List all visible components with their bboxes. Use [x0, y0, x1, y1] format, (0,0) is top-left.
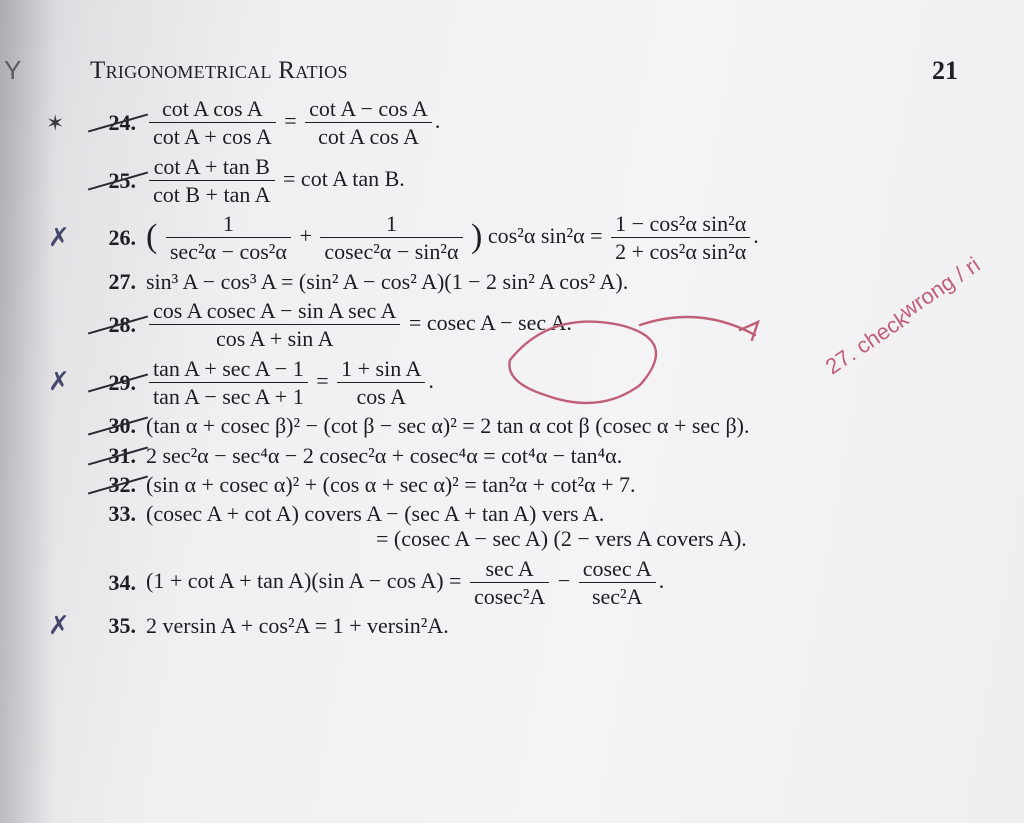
- numerator: tan A + sec A − 1: [149, 356, 308, 383]
- line-1: (cosec A + cot A) covers A − (sec A + ta…: [146, 501, 604, 526]
- problem-number: 28.: [90, 312, 146, 337]
- denominator: sec²A: [579, 583, 656, 609]
- margin-mark-x: ✗: [48, 368, 70, 398]
- equals: =: [316, 368, 328, 393]
- fraction: tan A + sec A − 1 tan A − sec A + 1: [149, 356, 308, 410]
- numerator: sec A: [470, 556, 549, 583]
- problem-equation: (sin α + cosec α)² + (cos α + sec α)² = …: [146, 472, 988, 497]
- margin-mark-star: ✶: [46, 110, 64, 135]
- denominator: 2 + cos²α sin²α: [611, 238, 750, 264]
- problem-number: 29.: [90, 370, 146, 395]
- problem-equation: tan A + sec A − 1 tan A − sec A + 1 = 1 …: [146, 356, 988, 410]
- numerator: 1 + sin A: [337, 356, 425, 383]
- problem-25: 25. cot A + tan B cot B + tan A = cot A …: [90, 154, 988, 208]
- fraction: cot A − cos A cot A cos A: [305, 96, 432, 150]
- problem-number: 30.: [90, 413, 146, 438]
- problem-34: 34. (1 + cot A + tan A)(sin A − cos A) =…: [90, 556, 988, 610]
- period: .: [435, 108, 441, 133]
- problem-33: 33. (cosec A + cot A) covers A − (sec A …: [90, 501, 988, 552]
- fraction: cosec A sec²A: [579, 556, 656, 610]
- problem-equation: (tan α + cosec β)² − (cot β − sec α)² = …: [146, 413, 988, 438]
- numerator: 1: [320, 211, 462, 238]
- problem-number: 35.: [90, 613, 146, 638]
- problem-number: 24.: [90, 110, 146, 135]
- denominator: tan A − sec A + 1: [149, 383, 308, 409]
- numerator: 1 − cos²α sin²α: [611, 211, 750, 238]
- problem-number: 31.: [90, 443, 146, 468]
- close-paren: ): [471, 218, 482, 255]
- problem-equation: sin³ A − cos³ A = (sin² A − cos² A)(1 − …: [146, 269, 988, 294]
- problem-30: 30. (tan α + cosec β)² − (cot β − sec α)…: [90, 413, 988, 438]
- lhs: (1 + cot A + tan A)(sin A − cos A) =: [146, 568, 467, 593]
- margin-mark-x: ✗: [48, 223, 70, 253]
- numerator: cot A cos A: [149, 96, 276, 123]
- period: .: [428, 368, 434, 393]
- problem-number: 25.: [90, 168, 146, 193]
- minus: −: [558, 568, 570, 593]
- problem-number: 33.: [90, 501, 146, 526]
- problem-31: 31. 2 sec²α − sec⁴α − 2 cosec²α + cosec⁴…: [90, 443, 988, 468]
- page-number: 21: [932, 56, 988, 86]
- plus: +: [299, 223, 311, 248]
- problem-number: 26.: [90, 225, 146, 250]
- numerator: cot A − cos A: [305, 96, 432, 123]
- fraction: 1 − cos²α sin²α 2 + cos²α sin²α: [611, 211, 750, 265]
- equals: =: [284, 108, 296, 133]
- fraction: cot A cos A cot A + cos A: [149, 96, 276, 150]
- fraction: cos A cosec A − sin A sec A cos A + sin …: [149, 298, 400, 352]
- period: .: [753, 223, 759, 248]
- denominator: cot A cos A: [305, 123, 432, 149]
- rhs: = cot A tan B.: [283, 165, 405, 190]
- problem-equation: 2 sec²α − sec⁴α − 2 cosec²α + cosec⁴α = …: [146, 443, 988, 468]
- denominator: cosec²A: [470, 583, 549, 609]
- problem-number: 34.: [90, 570, 146, 595]
- fraction: 1 sec²α − cos²α: [166, 211, 291, 265]
- problem-equation: cot A + tan B cot B + tan A = cot A tan …: [146, 154, 988, 208]
- problem-26: ✗ 26. ( 1 sec²α − cos²α + 1 cosec²α − si…: [90, 211, 988, 265]
- middle: cos²α sin²α =: [488, 223, 608, 248]
- fraction: 1 + sin A cos A: [337, 356, 425, 410]
- fraction: sec A cosec²A: [470, 556, 549, 610]
- chapter-heading: Trigonometrical Ratios: [90, 57, 348, 85]
- problem-24: ✶ 24. cot A cos A cot A + cos A = cot A …: [90, 96, 988, 150]
- problem-equation: 2 versin A + cos²A = 1 + versin²A.: [146, 613, 988, 638]
- title-row: Trigonometrical Ratios 21: [90, 56, 988, 86]
- fraction: 1 cosec²α − sin²α: [320, 211, 462, 265]
- problem-number: 32.: [90, 472, 146, 497]
- numerator: cos A cosec A − sin A sec A: [149, 298, 400, 325]
- denominator: cos A + sin A: [149, 325, 400, 351]
- problem-35: ✗ 35. 2 versin A + cos²A = 1 + versin²A.: [90, 613, 988, 638]
- numerator: cot A + tan B: [149, 154, 275, 181]
- denominator: cot A + cos A: [149, 123, 276, 149]
- numerator: cosec A: [579, 556, 656, 583]
- denominator: cot B + tan A: [149, 181, 275, 207]
- numerator: 1: [166, 211, 291, 238]
- problem-equation: (cosec A + cot A) covers A − (sec A + ta…: [146, 501, 988, 552]
- fraction: cot A + tan B cot B + tan A: [149, 154, 275, 208]
- denominator: cos A: [337, 383, 425, 409]
- denominator: cosec²α − sin²α: [320, 238, 462, 264]
- denominator: sec²α − cos²α: [166, 238, 291, 264]
- problem-equation: cot A cos A cot A + cos A = cot A − cos …: [146, 96, 988, 150]
- problem-number: 27.: [90, 269, 146, 294]
- margin-mark-x: ✗: [48, 611, 70, 641]
- problem-equation: (1 + cot A + tan A)(sin A − cos A) = sec…: [146, 556, 988, 610]
- period: .: [659, 568, 665, 593]
- line-2: = (cosec A − sec A) (2 − vers A covers A…: [146, 526, 747, 551]
- page-content: Trigonometrical Ratios 21 ✶ 24. cot A co…: [0, 0, 1024, 823]
- rhs: = cosec A − sec A.: [409, 310, 572, 335]
- problem-32: 32. (sin α + cosec α)² + (cos α + sec α)…: [90, 472, 988, 497]
- problem-27: 27. sin³ A − cos³ A = (sin² A − cos² A)(…: [90, 269, 988, 294]
- problem-equation: ( 1 sec²α − cos²α + 1 cosec²α − sin²α ) …: [146, 211, 988, 265]
- open-paren: (: [146, 218, 157, 255]
